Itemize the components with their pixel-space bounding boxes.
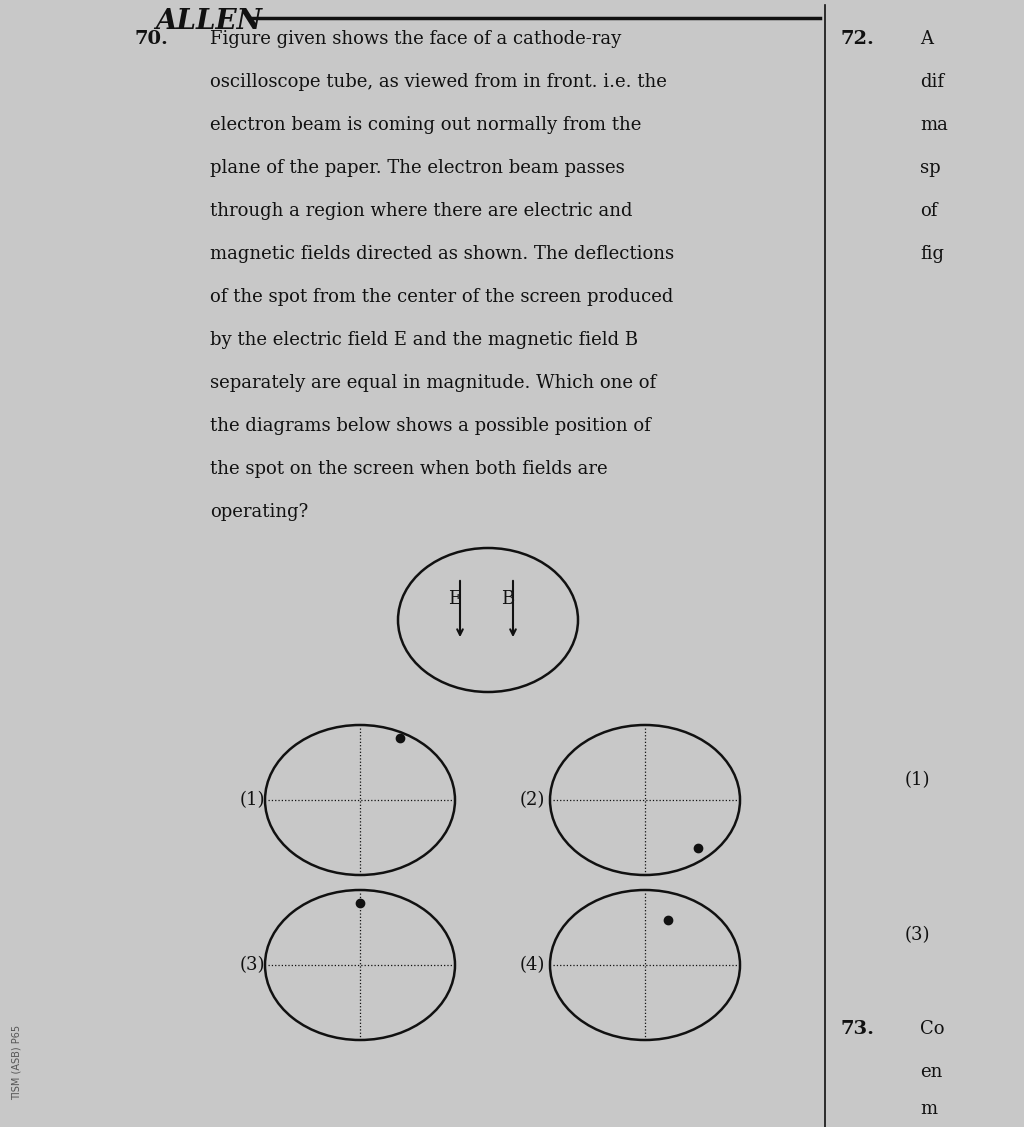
Text: dif: dif xyxy=(920,73,944,91)
Text: sp: sp xyxy=(920,159,941,177)
Text: m: m xyxy=(920,1100,937,1118)
Text: B: B xyxy=(502,591,515,607)
Text: (3): (3) xyxy=(905,926,931,944)
Text: en: en xyxy=(920,1063,942,1081)
Text: by the electric field E and the magnetic field B: by the electric field E and the magnetic… xyxy=(210,331,638,349)
Text: 70.: 70. xyxy=(135,30,169,48)
Text: Figure given shows the face of a cathode-ray: Figure given shows the face of a cathode… xyxy=(210,30,622,48)
Text: E: E xyxy=(449,591,462,607)
Text: plane of the paper. The electron beam passes: plane of the paper. The electron beam pa… xyxy=(210,159,625,177)
Text: 73.: 73. xyxy=(840,1020,874,1038)
Text: separately are equal in magnitude. Which one of: separately are equal in magnitude. Which… xyxy=(210,374,656,392)
Text: ma: ma xyxy=(920,116,948,134)
Text: (3): (3) xyxy=(240,956,265,974)
Text: ALLEN: ALLEN xyxy=(155,8,262,35)
Text: of: of xyxy=(920,202,937,220)
Text: magnetic fields directed as shown. The deflections: magnetic fields directed as shown. The d… xyxy=(210,245,674,263)
Text: (1): (1) xyxy=(240,791,265,809)
Text: the diagrams below shows a possible position of: the diagrams below shows a possible posi… xyxy=(210,417,650,435)
Text: A: A xyxy=(920,30,933,48)
Text: fig: fig xyxy=(920,245,944,263)
Text: TISM (ASB) P65: TISM (ASB) P65 xyxy=(12,1024,22,1100)
Text: (1): (1) xyxy=(905,771,931,789)
Text: oscilloscope tube, as viewed from in front. i.e. the: oscilloscope tube, as viewed from in fro… xyxy=(210,73,667,91)
Text: 72.: 72. xyxy=(840,30,873,48)
Text: the spot on the screen when both fields are: the spot on the screen when both fields … xyxy=(210,460,607,478)
Text: operating?: operating? xyxy=(210,503,308,521)
Text: of the spot from the center of the screen produced: of the spot from the center of the scree… xyxy=(210,289,674,307)
Text: (4): (4) xyxy=(519,956,545,974)
Text: Co: Co xyxy=(920,1020,944,1038)
Text: through a region where there are electric and: through a region where there are electri… xyxy=(210,202,633,220)
Text: electron beam is coming out normally from the: electron beam is coming out normally fro… xyxy=(210,116,641,134)
Text: (2): (2) xyxy=(519,791,545,809)
